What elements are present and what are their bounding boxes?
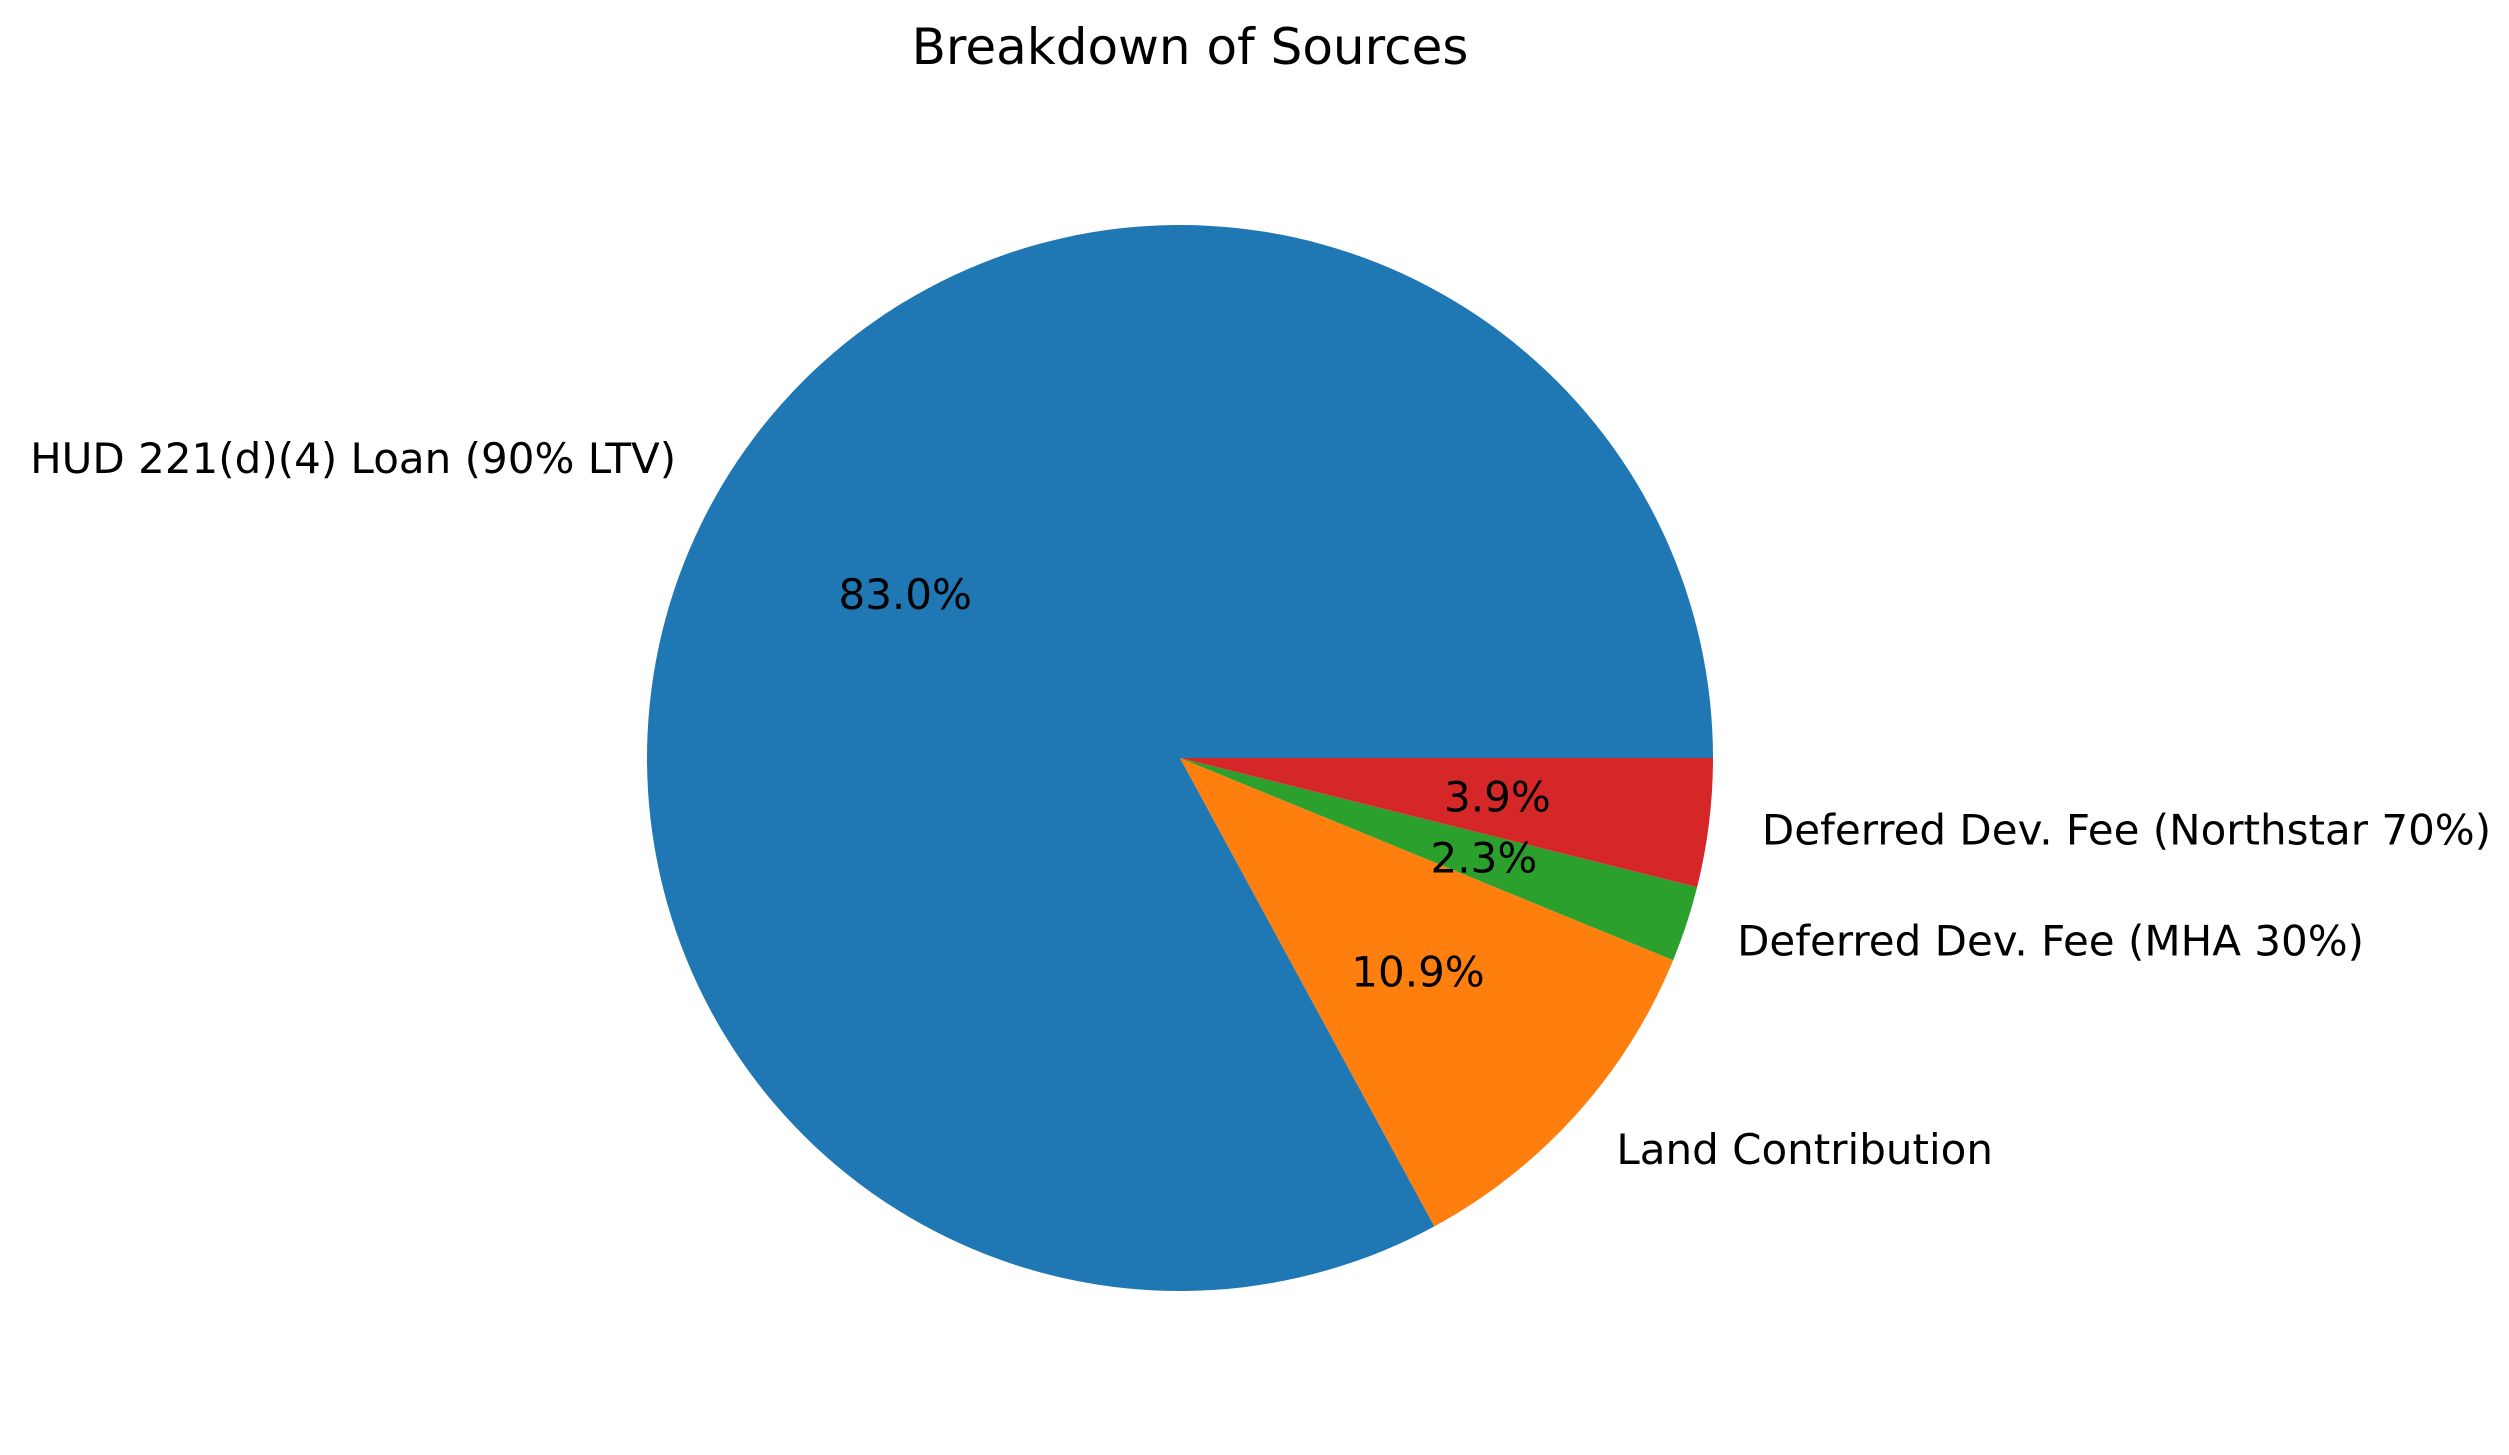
- pie-pct-label-1: 10.9%: [1351, 947, 1484, 996]
- pie-slice-3: [1180, 758, 1713, 888]
- pie-slice-label-1: Land Contribution: [1616, 1125, 1993, 1174]
- pie-slice-1: [1180, 758, 1674, 1227]
- pie-pct-label-0: 83.0%: [838, 570, 971, 619]
- pie-slices-group: [646, 224, 1713, 1291]
- pie-slice-label-3: Deferred Dev. Fee (Northstar 70%): [1762, 805, 2491, 854]
- pie-pct-label-3: 3.9%: [1444, 773, 1551, 822]
- pie-labels-group: 83.0% HUD 221(d)(4) Loan (90% LTV) 10.9% La…: [30, 434, 2491, 1174]
- pie-slice-label-2: Deferred Dev. Fee (MHA 30%): [1737, 917, 2364, 966]
- pie-slice-label-0: HUD 221(d)(4) Loan (90% LTV): [30, 434, 676, 483]
- pie-slice-2: [1180, 758, 1698, 961]
- pie-slice-0: [646, 224, 1713, 1291]
- pie-pct-label-2: 2.3%: [1431, 833, 1538, 882]
- chart-title: Breakdown of Sources: [912, 18, 1469, 76]
